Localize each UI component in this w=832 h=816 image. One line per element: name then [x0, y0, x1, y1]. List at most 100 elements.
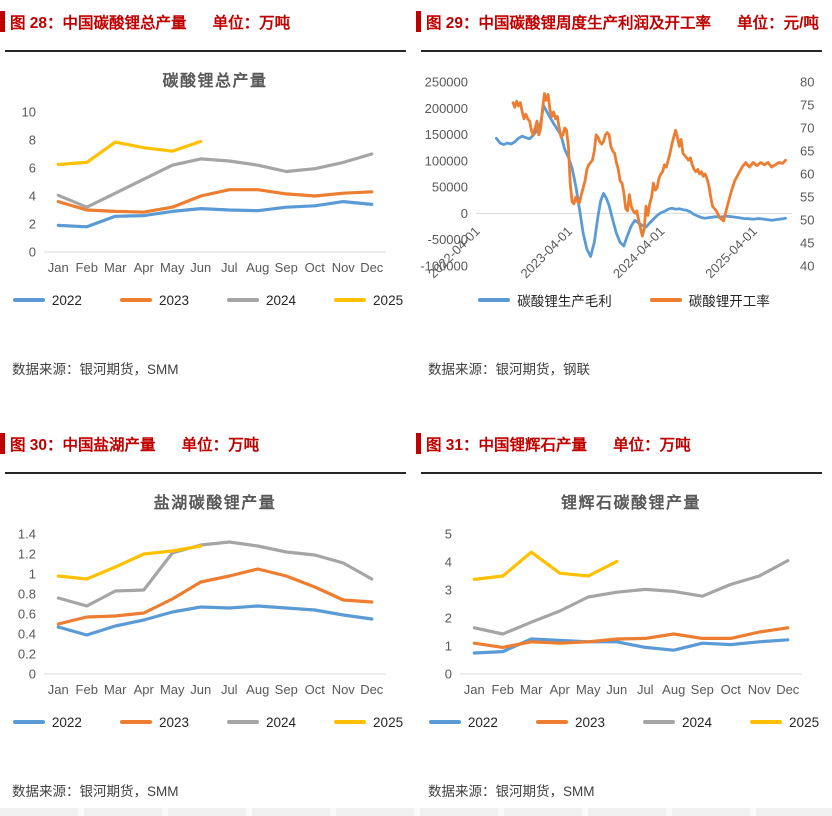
legend-item: 碳酸锂开工率 [649, 290, 770, 310]
x-tick-label: Sep [691, 682, 714, 697]
legend-item: 2025 [750, 715, 819, 730]
legend-swatch [119, 720, 152, 724]
y-tick-label: 0.4 [18, 627, 36, 642]
x-tick-label: Nov [332, 682, 356, 697]
figure-29-unit: 单位：元/吨 [737, 15, 819, 32]
legend-swatch [478, 298, 511, 302]
chart-28-legend: 2022 2023 2024 2025 [0, 290, 416, 310]
figure-28-title: 图 28：中国碳酸锂总产量 [10, 15, 187, 32]
left-y-tick-label: 100000 [425, 153, 468, 168]
y-tick-label: 2 [29, 217, 36, 232]
legend-label: 2023 [574, 714, 605, 730]
legend-label: 碳酸锂生产毛利 [517, 294, 612, 309]
series-line-2023 [472, 626, 790, 649]
figure-29-heading: 图 29：中国碳酸锂周度生产利润及开工率 单位：元/吨 [416, 10, 832, 34]
legend-swatch [428, 720, 461, 724]
x-tick-label: Oct [721, 682, 742, 697]
series-line-2024 [56, 152, 374, 209]
legend-item: 碳酸锂生产毛利 [478, 290, 612, 310]
figure-31: 图 31：中国锂辉石产量 单位：万吨 锂辉石碳酸锂产量 0 1 2 3 4 5 Jan Feb M… [416, 408, 832, 816]
figure-31-source: 数据来源：银河期货，SMM [428, 784, 595, 799]
series-line-2022 [472, 637, 790, 655]
figure-28-heading: 图 28：中国碳酸锂总产量 单位：万吨 [0, 10, 416, 34]
x-tick-label: Feb [76, 260, 98, 275]
legend-label: 2023 [158, 292, 189, 308]
legend-item: 2022 [428, 714, 498, 730]
legend-swatch [334, 720, 367, 724]
left-y-tick-label: -50000 [428, 232, 468, 247]
left-y-tick-label: 50000 [432, 180, 468, 195]
series-line-2025 [472, 550, 619, 582]
x-tick-label: Dec [360, 260, 384, 275]
chart-title: 锂辉石碳酸锂产量 [561, 493, 701, 512]
chart-salt-lake-lithium-carbonate-output: 盐湖碳酸锂产量 0 0.2 0.4 0.6 0.8 1 1.2 1.4 Jan Feb Mar Apr M… [18, 493, 386, 697]
legend-item: 2022 [12, 715, 82, 730]
y-tick-label: 1 [445, 639, 452, 654]
heading-divider [421, 50, 822, 52]
chart-weekly-profit-and-operating-rate: 250000 200000 150000 100000 50000 0 -50000 -100… [420, 75, 814, 282]
x-tick-label: 2024-04-01 [610, 224, 668, 282]
legend-swatch [227, 298, 259, 302]
legend-item: 2024 [227, 715, 296, 730]
legend-swatch [227, 720, 259, 724]
y-tick-label: 0.8 [18, 587, 36, 602]
figure-28-source: 数据来源：银河期货，SMM [12, 362, 179, 377]
y-tick-label: 1.2 [18, 547, 36, 562]
figure-29: 图 29：中国碳酸锂周度生产利润及开工率 单位：元/吨 250000 200000… [416, 0, 832, 408]
figure-31-heading: 图 31：中国锂辉石产量 单位：万吨 [416, 432, 832, 456]
figure-29-source: 数据来源：银河期货，钢联 [428, 362, 590, 377]
chart-total-lithium-carbonate-output: 碳酸锂总产量 0 2 4 6 8 10 Jan Feb Mar Apr May Jun Jul Aug Sep… [22, 71, 386, 275]
legend-label: 2023 [158, 714, 189, 730]
series-line-2025 [56, 139, 203, 167]
heading-divider [5, 50, 406, 52]
right-y-tick-label: 45 [800, 236, 814, 251]
legend-label: 2024 [266, 292, 297, 308]
y-tick-label: 0 [445, 667, 452, 682]
x-tick-label: Aug [246, 682, 269, 697]
x-tick-label: Jul [221, 682, 238, 697]
figure-29-title: 图 29：中国碳酸锂周度生产利润及开工率 [426, 15, 712, 32]
right-y-tick-label: 70 [800, 121, 814, 136]
chart-title: 盐湖碳酸锂产量 [154, 493, 277, 512]
legend-swatch [12, 720, 45, 724]
legend-swatch [119, 298, 152, 302]
legend-swatch [643, 720, 675, 724]
y-tick-label: 3 [445, 583, 452, 598]
y-tick-label: 0 [29, 667, 36, 682]
x-tick-label: Sep [275, 682, 298, 697]
cropped-table-edge [0, 808, 832, 816]
series-line-碳酸锂开工率 [511, 92, 787, 238]
legend-item: 2023 [119, 292, 189, 308]
series-line-2022 [56, 200, 374, 229]
heading-marker-bar [0, 433, 5, 454]
x-tick-label: Nov [332, 260, 356, 275]
series-line-2022 [56, 604, 374, 637]
x-tick-label: Jun [606, 682, 627, 697]
x-tick-label: Apr [134, 260, 155, 275]
legend-swatch [750, 720, 783, 724]
y-tick-label: 5 [445, 527, 452, 542]
x-tick-label: Apr [550, 682, 571, 697]
right-y-tick-label: 75 [800, 98, 814, 113]
x-tick-label: Jan [48, 260, 69, 275]
x-tick-label: Jan [464, 682, 485, 697]
legend-item: 2025 [334, 293, 403, 308]
x-tick-label: Jul [221, 260, 238, 275]
y-tick-label: 2 [445, 611, 452, 626]
x-tick-label: Aug [246, 260, 269, 275]
figure-28-unit: 单位：万吨 [212, 15, 291, 32]
legend-label: 2022 [467, 714, 498, 730]
x-tick-label: Mar [520, 682, 543, 697]
left-y-tick-label: 0 [461, 206, 468, 221]
legend-item: 2023 [119, 714, 189, 730]
legend-item: 2023 [535, 714, 605, 730]
figure-30-source: 数据来源：银河期货，SMM [12, 784, 179, 799]
legend-label: 2024 [682, 714, 713, 730]
legend-label: 2022 [51, 292, 82, 308]
right-y-tick-label: 50 [800, 213, 814, 228]
x-tick-label: Dec [360, 682, 384, 697]
y-tick-label: 8 [29, 133, 36, 148]
y-tick-label: 10 [22, 105, 36, 120]
legend-swatch [649, 298, 682, 302]
y-tick-label: 1.4 [18, 527, 36, 542]
